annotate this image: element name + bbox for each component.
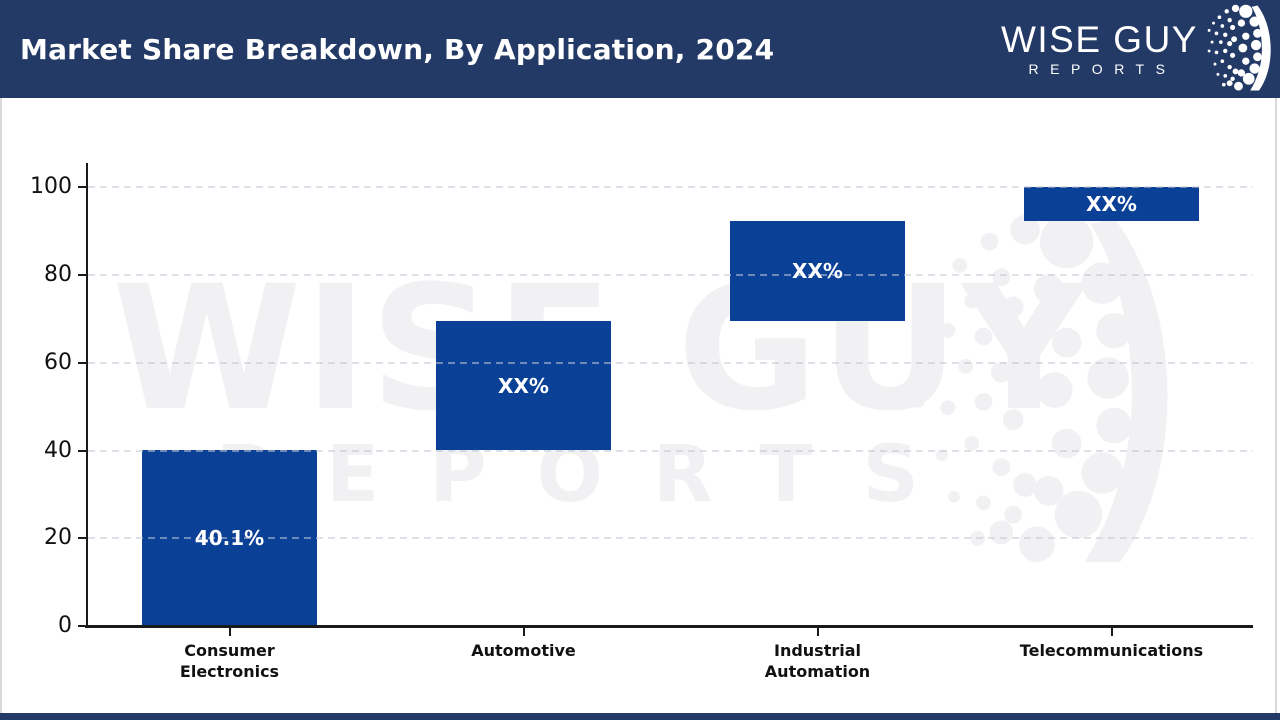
gridline-y80 (88, 274, 1253, 276)
y-tick-label: 40 (44, 437, 72, 463)
wiseguy-logo-text: WISE GUY REPORTS (1000, 18, 1198, 77)
chart-area-border (0, 98, 1277, 718)
gridline-y20 (88, 537, 1253, 540)
y-tick-mark (78, 449, 86, 452)
y-tick-mark (78, 537, 86, 540)
bar-automotive (435, 321, 612, 451)
x-tick-mark (522, 628, 525, 636)
bar-telecommunications (1023, 187, 1200, 222)
y-tick-label: 60 (44, 349, 72, 375)
y-tick-mark (78, 361, 86, 364)
y-tick-mark (78, 274, 86, 276)
logo-wiseguy-label: WISE GUY (1000, 18, 1198, 60)
bar-value-label: XX% (1086, 192, 1137, 217)
x-tick-mark (816, 628, 819, 636)
x-tick-mark (228, 628, 231, 636)
category-label-industrial-automation: Industrial Automation (764, 641, 871, 681)
logo-reports-label: REPORTS (1028, 60, 1177, 77)
y-tick-label: 20 (44, 525, 72, 551)
footer-bar (0, 713, 1280, 720)
bar-industrial-automation (729, 221, 906, 322)
category-label-automotive: Automotive (471, 641, 576, 660)
bar-value-label: 40.1% (194, 526, 265, 551)
y-tick-label: 100 (30, 174, 72, 200)
bar-value-label: XX% (792, 259, 843, 284)
gridline-y40 (88, 449, 1253, 452)
wiseguy-logo: WISE GUY REPORTS (1001, 4, 1274, 92)
y-tick-label: 80 (44, 262, 72, 287)
x-tick-mark (1110, 628, 1113, 636)
page-title: Market Share Breakdown, By Application, … (20, 32, 775, 66)
y-tick-mark (78, 625, 86, 627)
y-axis-line (86, 163, 88, 627)
gridline-y100 (88, 186, 1253, 189)
gridline-y60 (88, 361, 1253, 364)
header-bar: Market Share Breakdown, By Application, … (0, 0, 1280, 98)
category-label-consumer-electronics: Consumer Electronics (179, 641, 280, 681)
category-label-telecommunications: Telecommunications (1019, 641, 1204, 660)
wiseguy-face-icon (1200, 4, 1274, 92)
x-axis-line (85, 625, 1253, 628)
bar-value-label: XX% (498, 373, 549, 398)
y-tick-mark (78, 186, 86, 189)
y-tick-label: 0 (58, 613, 72, 638)
